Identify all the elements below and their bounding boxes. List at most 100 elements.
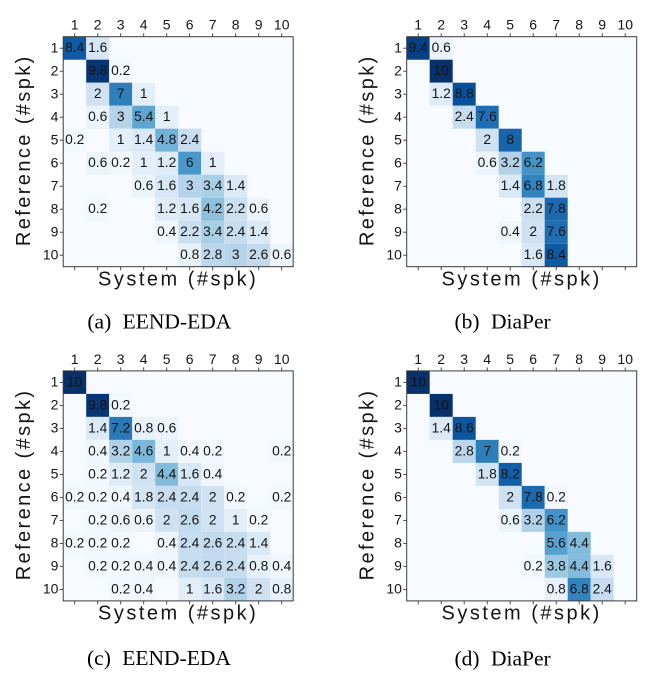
svg-text:9: 9 xyxy=(255,351,263,367)
svg-text:7: 7 xyxy=(117,86,125,101)
svg-text:0.2: 0.2 xyxy=(65,132,84,147)
svg-text:9: 9 xyxy=(394,224,402,240)
svg-text:System (#spk): System (#spk) xyxy=(98,268,258,290)
svg-text:7: 7 xyxy=(552,17,560,33)
svg-text:10: 10 xyxy=(67,374,83,389)
svg-text:3: 3 xyxy=(51,86,59,102)
svg-text:1.6: 1.6 xyxy=(88,40,108,55)
svg-text:9: 9 xyxy=(598,351,606,367)
svg-text:0.2: 0.2 xyxy=(249,512,268,527)
svg-text:2.4: 2.4 xyxy=(226,224,246,239)
svg-text:8.2: 8.2 xyxy=(501,466,520,481)
svg-text:0.4: 0.4 xyxy=(203,466,223,481)
svg-text:1: 1 xyxy=(163,443,171,458)
svg-text:7.8: 7.8 xyxy=(524,489,544,504)
svg-text:2: 2 xyxy=(506,489,514,504)
svg-text:1: 1 xyxy=(414,351,422,367)
svg-text:2.2: 2.2 xyxy=(226,201,245,216)
svg-text:4: 4 xyxy=(140,17,148,33)
svg-text:0.2: 0.2 xyxy=(547,489,566,504)
svg-text:1: 1 xyxy=(51,40,59,56)
svg-text:0.6: 0.6 xyxy=(249,201,269,216)
svg-text:2.4: 2.4 xyxy=(180,132,200,147)
svg-text:6: 6 xyxy=(529,351,537,367)
svg-text:0.2: 0.2 xyxy=(88,466,107,481)
svg-text:9.4: 9.4 xyxy=(409,40,429,55)
svg-text:9: 9 xyxy=(255,17,263,33)
svg-text:0.8: 0.8 xyxy=(134,420,154,435)
svg-text:0.4: 0.4 xyxy=(180,443,200,458)
svg-text:7: 7 xyxy=(51,178,59,194)
svg-text:10: 10 xyxy=(386,247,402,263)
svg-text:5: 5 xyxy=(506,351,514,367)
svg-text:0.2: 0.2 xyxy=(111,581,130,596)
svg-text:3.4: 3.4 xyxy=(203,178,223,193)
svg-text:10: 10 xyxy=(43,247,59,263)
svg-text:0.6: 0.6 xyxy=(478,155,498,170)
svg-text:2.4: 2.4 xyxy=(180,558,200,573)
svg-text:1.2: 1.2 xyxy=(432,86,451,101)
svg-text:1.4: 1.4 xyxy=(226,178,246,193)
svg-text:2: 2 xyxy=(51,63,59,79)
svg-text:5: 5 xyxy=(51,466,59,482)
svg-text:7: 7 xyxy=(209,351,217,367)
svg-text:4.4: 4.4 xyxy=(157,466,177,481)
svg-text:0.2: 0.2 xyxy=(88,535,107,550)
svg-text:8: 8 xyxy=(506,132,514,147)
svg-text:2.4: 2.4 xyxy=(180,535,200,550)
svg-text:2: 2 xyxy=(94,86,102,101)
svg-text:4.6: 4.6 xyxy=(134,443,154,458)
svg-text:1: 1 xyxy=(140,86,148,101)
svg-text:2.4: 2.4 xyxy=(226,535,246,550)
svg-text:3.2: 3.2 xyxy=(501,155,520,170)
svg-text:2: 2 xyxy=(163,512,171,527)
svg-text:0.4: 0.4 xyxy=(272,558,292,573)
svg-text:0.2: 0.2 xyxy=(88,489,107,504)
svg-text:1.4: 1.4 xyxy=(249,535,269,550)
svg-text:8: 8 xyxy=(232,17,240,33)
svg-text:0.4: 0.4 xyxy=(88,443,108,458)
svg-text:0.6: 0.6 xyxy=(432,40,452,55)
svg-text:0.8: 0.8 xyxy=(272,581,292,596)
svg-text:2.4: 2.4 xyxy=(180,489,200,504)
svg-text:4: 4 xyxy=(51,443,59,459)
svg-text:Reference (#spk): Reference (#spk) xyxy=(13,54,35,246)
svg-text:3.2: 3.2 xyxy=(226,581,245,596)
svg-text:1: 1 xyxy=(140,155,148,170)
svg-text:4: 4 xyxy=(394,443,402,459)
svg-text:3: 3 xyxy=(117,17,125,33)
svg-text:1.8: 1.8 xyxy=(134,489,154,504)
svg-text:0.2: 0.2 xyxy=(111,63,130,78)
svg-text:10: 10 xyxy=(411,374,427,389)
svg-text:2: 2 xyxy=(529,224,537,239)
svg-text:System (#spk): System (#spk) xyxy=(442,268,602,290)
svg-text:0.2: 0.2 xyxy=(111,535,130,550)
svg-text:0.4: 0.4 xyxy=(134,581,154,596)
svg-text:3: 3 xyxy=(460,351,468,367)
svg-text:1: 1 xyxy=(117,132,125,147)
svg-text:7: 7 xyxy=(394,512,402,528)
svg-text:6: 6 xyxy=(394,489,402,505)
svg-text:4: 4 xyxy=(483,351,491,367)
svg-text:9: 9 xyxy=(51,224,59,240)
svg-text:0.2: 0.2 xyxy=(88,512,107,527)
svg-text:3: 3 xyxy=(394,86,402,102)
svg-text:6.8: 6.8 xyxy=(570,581,590,596)
svg-text:1.2: 1.2 xyxy=(111,466,130,481)
svg-text:0.6: 0.6 xyxy=(88,109,108,124)
svg-text:(d) DiaPer: (d) DiaPer xyxy=(455,647,551,671)
svg-text:0.4: 0.4 xyxy=(157,558,177,573)
svg-text:2.2: 2.2 xyxy=(180,224,199,239)
svg-text:9: 9 xyxy=(394,558,402,574)
svg-text:(c) EEND-EDA: (c) EEND-EDA xyxy=(87,646,231,670)
svg-text:1: 1 xyxy=(414,17,422,33)
svg-text:6: 6 xyxy=(51,155,59,171)
svg-text:1.4: 1.4 xyxy=(432,420,452,435)
svg-text:10: 10 xyxy=(386,581,402,597)
svg-text:0.2: 0.2 xyxy=(65,535,84,550)
svg-text:0.2: 0.2 xyxy=(524,558,543,573)
svg-text:1: 1 xyxy=(394,374,402,390)
svg-text:7: 7 xyxy=(483,443,491,458)
svg-text:0.8: 0.8 xyxy=(547,581,567,596)
svg-text:3: 3 xyxy=(186,178,194,193)
